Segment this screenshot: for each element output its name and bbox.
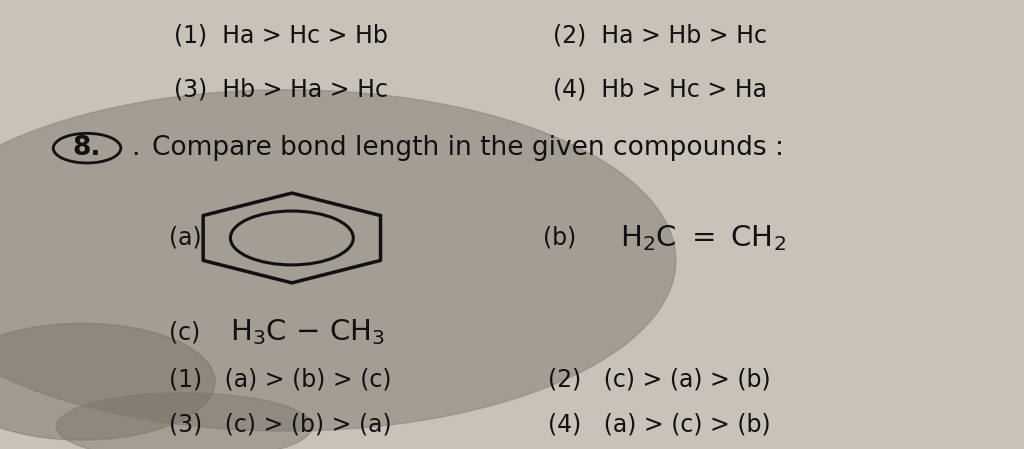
Text: 8.: 8. [73,135,101,161]
Text: (4)   (a) > (c) > (b): (4) (a) > (c) > (b) [548,412,770,436]
Text: (a): (a) [169,226,202,250]
Text: (4)  Hb > Hc > Ha: (4) Hb > Hc > Ha [553,78,767,102]
Text: H$_3$C $-$ CH$_3$: H$_3$C $-$ CH$_3$ [230,317,385,347]
Ellipse shape [56,393,312,449]
Text: (1)  Ha > Hc > Hb: (1) Ha > Hc > Hb [174,24,388,48]
Text: .: . [131,135,139,161]
Circle shape [0,323,215,440]
Text: (3)  Hb > Ha > Hc: (3) Hb > Ha > Hc [174,78,388,102]
Text: (3)   (c) > (b) > (a): (3) (c) > (b) > (a) [169,412,391,436]
Text: (2)   (c) > (a) > (b): (2) (c) > (a) > (b) [548,367,770,392]
Circle shape [0,90,676,431]
Text: (2)  Ha > Hb > Hc: (2) Ha > Hb > Hc [553,24,767,48]
Text: Compare bond length in the given compounds :: Compare bond length in the given compoun… [152,135,783,161]
Text: (c): (c) [169,320,201,344]
Text: (1)   (a) > (b) > (c): (1) (a) > (b) > (c) [169,367,391,392]
Text: (b): (b) [543,226,575,250]
Text: H$_2$C $=$ CH$_2$: H$_2$C $=$ CH$_2$ [620,223,785,253]
